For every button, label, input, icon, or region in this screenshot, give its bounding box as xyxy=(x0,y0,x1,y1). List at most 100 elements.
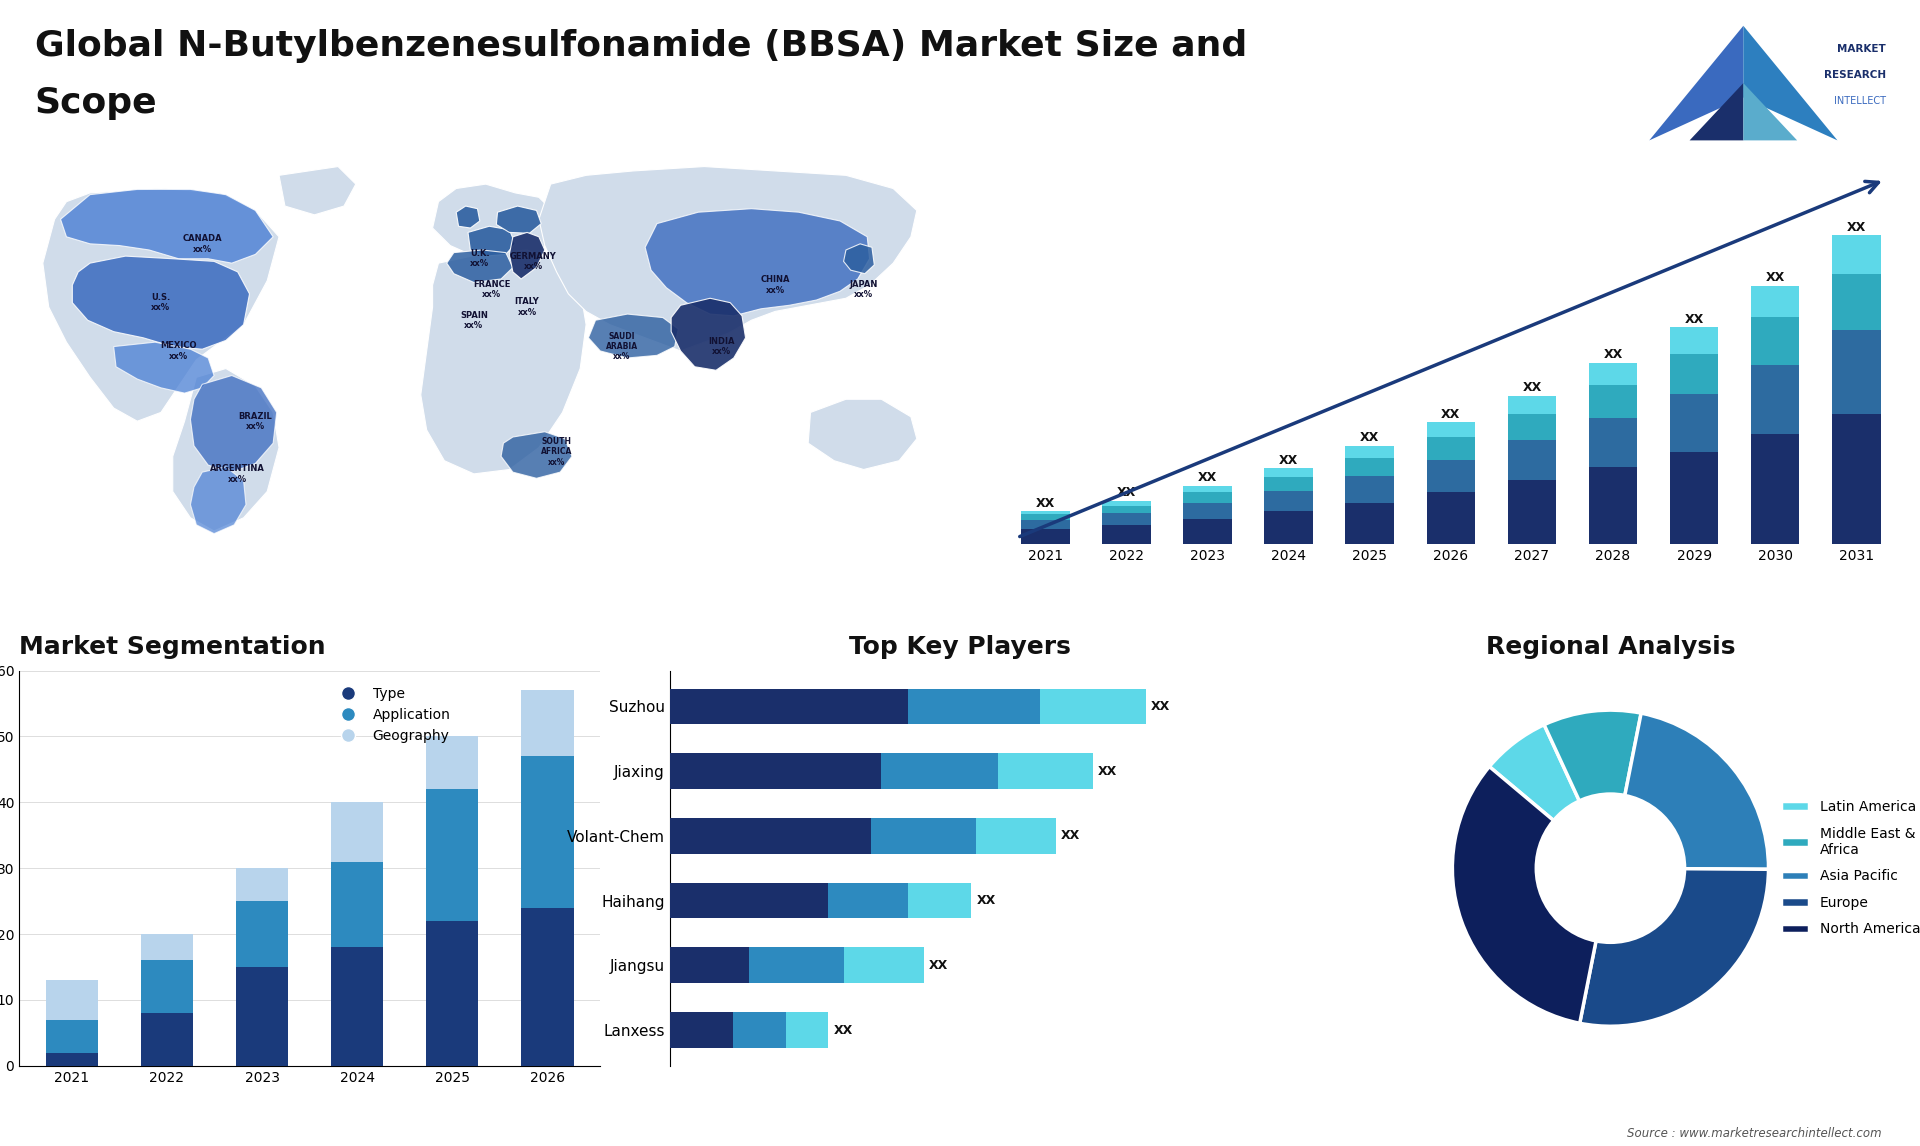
Bar xyxy=(1183,486,1233,492)
Circle shape xyxy=(1534,792,1686,944)
Bar xyxy=(426,737,478,790)
Bar xyxy=(670,689,908,724)
Polygon shape xyxy=(497,206,541,234)
Bar xyxy=(46,1020,98,1053)
Bar xyxy=(46,1053,98,1066)
Bar xyxy=(520,690,574,756)
Bar xyxy=(1427,492,1475,544)
Bar xyxy=(1832,274,1880,330)
Title: Regional Analysis: Regional Analysis xyxy=(1486,635,1736,659)
Bar xyxy=(1588,466,1638,544)
Polygon shape xyxy=(61,189,273,264)
Bar xyxy=(330,862,384,948)
Bar xyxy=(1670,453,1718,544)
Bar xyxy=(1183,492,1233,503)
Bar xyxy=(1751,317,1799,364)
Bar xyxy=(1507,480,1557,544)
Bar xyxy=(426,790,478,921)
Bar xyxy=(845,948,924,983)
Bar xyxy=(426,921,478,1066)
Text: XX: XX xyxy=(977,894,996,906)
Text: XX: XX xyxy=(1117,486,1137,500)
Text: XX: XX xyxy=(1684,313,1703,325)
Text: INTELLECT: INTELLECT xyxy=(1834,96,1885,107)
Bar xyxy=(1751,434,1799,544)
Text: JAPAN
xx%: JAPAN xx% xyxy=(849,280,877,299)
Bar xyxy=(977,818,1056,854)
Text: XX: XX xyxy=(1279,454,1298,466)
Text: ITALY
xx%: ITALY xx% xyxy=(515,297,540,316)
Title: Top Key Players: Top Key Players xyxy=(849,635,1071,659)
Text: GERMANY
xx%: GERMANY xx% xyxy=(509,252,557,272)
Text: XX: XX xyxy=(1037,496,1056,510)
Polygon shape xyxy=(432,185,557,264)
Bar xyxy=(330,802,384,862)
Text: XX: XX xyxy=(1150,700,1169,713)
Bar xyxy=(908,882,972,918)
Polygon shape xyxy=(1690,84,1743,140)
Wedge shape xyxy=(1580,869,1768,1027)
Polygon shape xyxy=(509,233,545,278)
Bar xyxy=(670,948,749,983)
Polygon shape xyxy=(1743,84,1797,140)
Bar xyxy=(1021,511,1069,515)
Polygon shape xyxy=(540,166,918,351)
Text: SOUTH
AFRICA
xx%: SOUTH AFRICA xx% xyxy=(541,437,572,466)
Bar xyxy=(520,756,574,908)
Bar xyxy=(1346,476,1394,503)
Polygon shape xyxy=(588,314,678,358)
Bar xyxy=(998,753,1092,788)
Wedge shape xyxy=(1544,711,1642,869)
Legend: Type, Application, Geography: Type, Application, Geography xyxy=(328,682,457,748)
Text: XX: XX xyxy=(1603,348,1622,361)
Polygon shape xyxy=(173,369,278,531)
Text: RESEARCH: RESEARCH xyxy=(1824,70,1885,80)
Bar xyxy=(733,1012,785,1047)
Bar xyxy=(1751,364,1799,434)
Polygon shape xyxy=(457,206,480,228)
Text: FRANCE
xx%: FRANCE xx% xyxy=(472,280,511,299)
Bar xyxy=(1588,385,1638,418)
Text: SAUDI
ARABIA
xx%: SAUDI ARABIA xx% xyxy=(605,331,637,361)
Bar xyxy=(670,1012,733,1047)
Legend: Latin America, Middle East &
Africa, Asia Pacific, Europe, North America: Latin America, Middle East & Africa, Asi… xyxy=(1776,794,1920,942)
Bar xyxy=(670,882,828,918)
Wedge shape xyxy=(1611,713,1768,870)
Text: XX: XX xyxy=(833,1023,852,1036)
Bar xyxy=(1102,525,1150,544)
Bar xyxy=(236,869,288,901)
Polygon shape xyxy=(42,188,278,422)
Text: Scope: Scope xyxy=(35,86,157,120)
Text: XX: XX xyxy=(1847,221,1866,234)
Wedge shape xyxy=(1490,724,1611,869)
Bar xyxy=(1427,423,1475,438)
Text: ARGENTINA
xx%: ARGENTINA xx% xyxy=(211,464,265,484)
Wedge shape xyxy=(1452,767,1611,1023)
Text: XX: XX xyxy=(929,959,948,972)
Bar xyxy=(670,753,881,788)
Polygon shape xyxy=(113,343,213,393)
Bar xyxy=(1102,513,1150,525)
Text: XX: XX xyxy=(1523,380,1542,394)
Bar xyxy=(1507,414,1557,440)
Bar xyxy=(1832,330,1880,414)
Bar xyxy=(1183,519,1233,544)
Bar xyxy=(785,1012,828,1047)
Text: Source : www.marketresearchintellect.com: Source : www.marketresearchintellect.com xyxy=(1626,1128,1882,1140)
Bar xyxy=(520,908,574,1066)
Text: XX: XX xyxy=(1098,764,1117,778)
Bar xyxy=(140,1013,194,1066)
Bar xyxy=(670,818,870,854)
Text: SPAIN
xx%: SPAIN xx% xyxy=(461,311,488,330)
Bar xyxy=(1021,520,1069,529)
Bar xyxy=(1265,490,1313,511)
Text: U.K.
xx%: U.K. xx% xyxy=(470,249,490,268)
Bar xyxy=(881,753,998,788)
Text: XX: XX xyxy=(1359,431,1379,445)
Bar xyxy=(46,980,98,1020)
Bar xyxy=(140,960,194,1013)
Polygon shape xyxy=(190,376,276,472)
Text: Global N-Butylbenzenesulfonamide (BBSA) Market Size and: Global N-Butylbenzenesulfonamide (BBSA) … xyxy=(35,29,1246,63)
Bar xyxy=(908,689,1041,724)
Bar xyxy=(1588,363,1638,385)
